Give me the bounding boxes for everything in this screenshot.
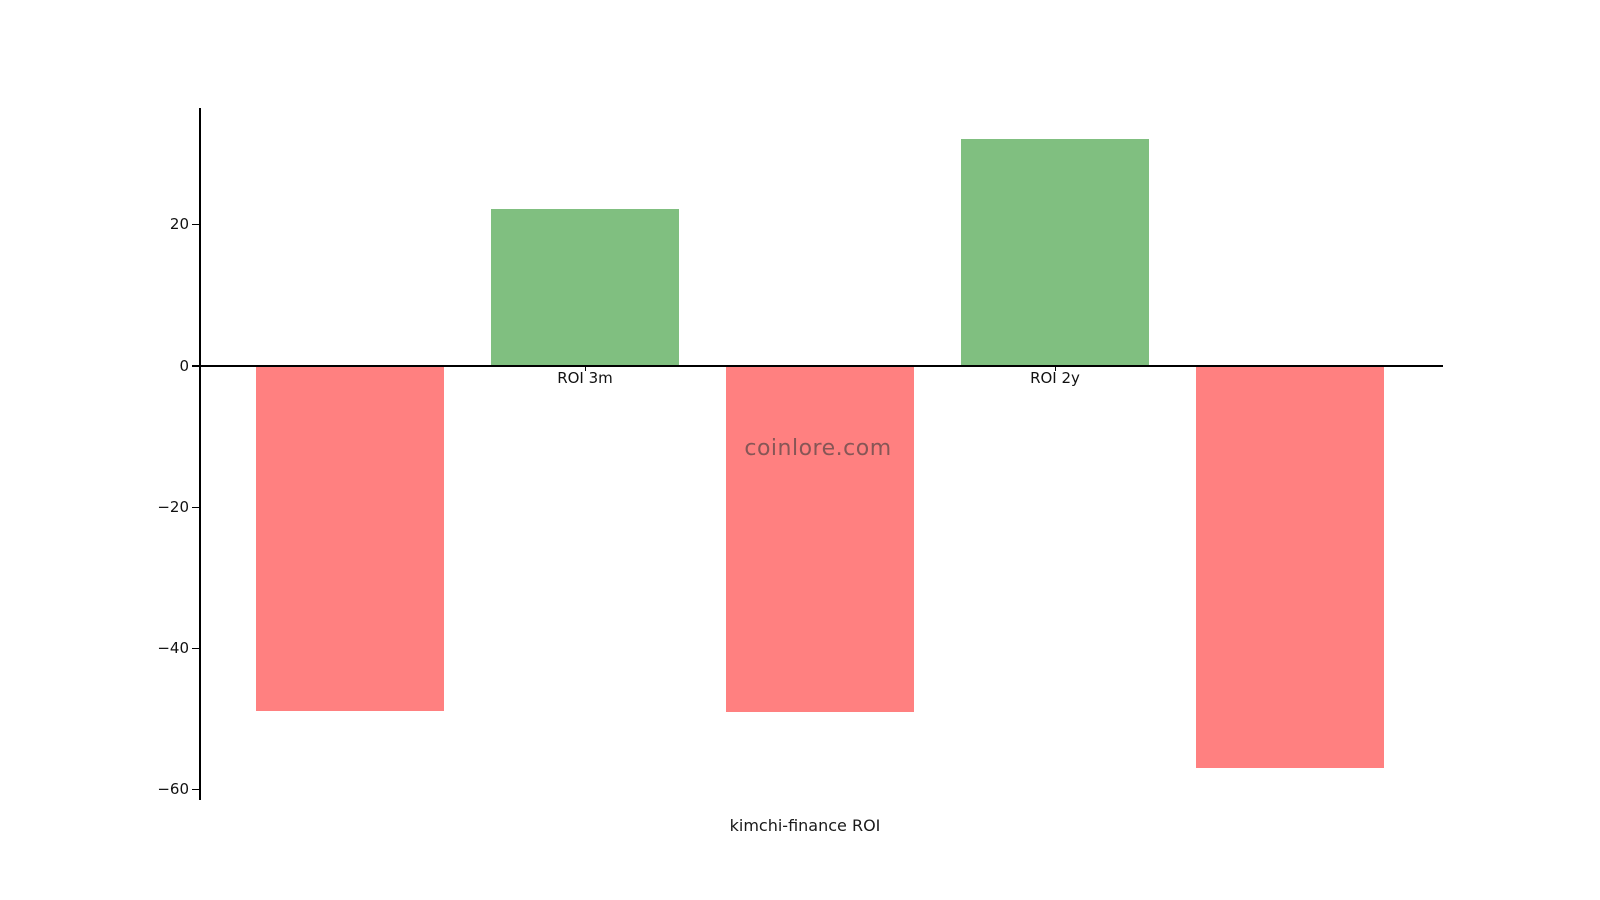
x-axis-zero-line [199, 365, 1443, 367]
y-tick-mark [192, 365, 199, 367]
bar-negative [1196, 366, 1384, 769]
bar-negative [256, 366, 444, 712]
y-tick-label: −60 [157, 780, 189, 799]
chart-title: kimchi-finance ROI [729, 816, 881, 835]
y-tick-mark [192, 647, 199, 650]
y-tick-mark [192, 506, 199, 508]
x-tick-label: ROI 3m [557, 369, 613, 387]
bar-negative [726, 366, 914, 712]
y-tick-label: 0 [179, 356, 189, 375]
y-tick-mark [192, 788, 199, 791]
x-tick-label: ROI 2y [1030, 369, 1080, 387]
y-tick-label: −20 [157, 497, 189, 516]
y-tick-label: −40 [157, 638, 189, 657]
watermark-text: coinlore.com [744, 436, 892, 461]
y-tick-mark [192, 224, 199, 226]
y-tick-label: 20 [169, 215, 189, 234]
bar-positive [491, 209, 679, 366]
x-tick-mark [585, 366, 587, 371]
y-axis-line [199, 108, 201, 800]
x-tick-mark [1055, 366, 1057, 371]
bar-positive [961, 138, 1149, 366]
